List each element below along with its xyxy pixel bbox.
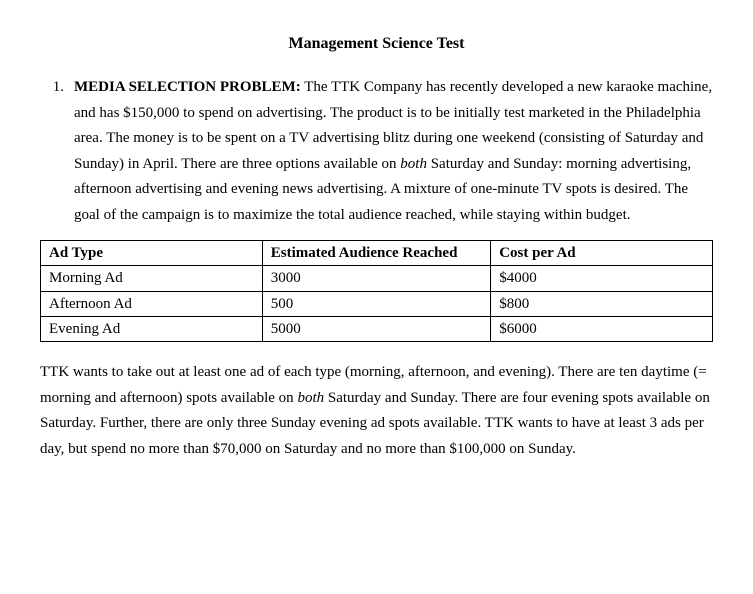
cell-audience: 3000 xyxy=(262,266,490,291)
cell-type: Evening Ad xyxy=(41,316,263,341)
page-title: Management Science Test xyxy=(40,30,713,57)
cell-type: Afternoon Ad xyxy=(41,291,263,316)
problem-number: 1. xyxy=(40,75,74,101)
col-header-cost: Cost per Ad xyxy=(491,241,713,266)
table-row: Morning Ad 3000 $4000 xyxy=(41,266,713,291)
cell-cost: $800 xyxy=(491,291,713,316)
cell-audience: 5000 xyxy=(262,316,490,341)
table-row: Evening Ad 5000 $6000 xyxy=(41,316,713,341)
cell-audience: 500 xyxy=(262,291,490,316)
problem-body: MEDIA SELECTION PROBLEM: The TTK Company… xyxy=(74,75,713,228)
cell-cost: $4000 xyxy=(491,266,713,291)
after-table-paragraph: TTK wants to take out at least one ad of… xyxy=(40,360,713,462)
emphasis-both-1: both xyxy=(400,156,427,172)
problem-block: 1. MEDIA SELECTION PROBLEM: The TTK Comp… xyxy=(40,75,713,228)
table-row: Afternoon Ad 500 $800 xyxy=(41,291,713,316)
col-header-audience: Estimated Audience Reached xyxy=(262,241,490,266)
table-header-row: Ad Type Estimated Audience Reached Cost … xyxy=(41,241,713,266)
problem-label: MEDIA SELECTION PROBLEM: xyxy=(74,79,301,95)
cell-type: Morning Ad xyxy=(41,266,263,291)
emphasis-both-2: both xyxy=(297,390,324,406)
cell-cost: $6000 xyxy=(491,316,713,341)
col-header-type: Ad Type xyxy=(41,241,263,266)
ad-table: Ad Type Estimated Audience Reached Cost … xyxy=(40,240,713,342)
